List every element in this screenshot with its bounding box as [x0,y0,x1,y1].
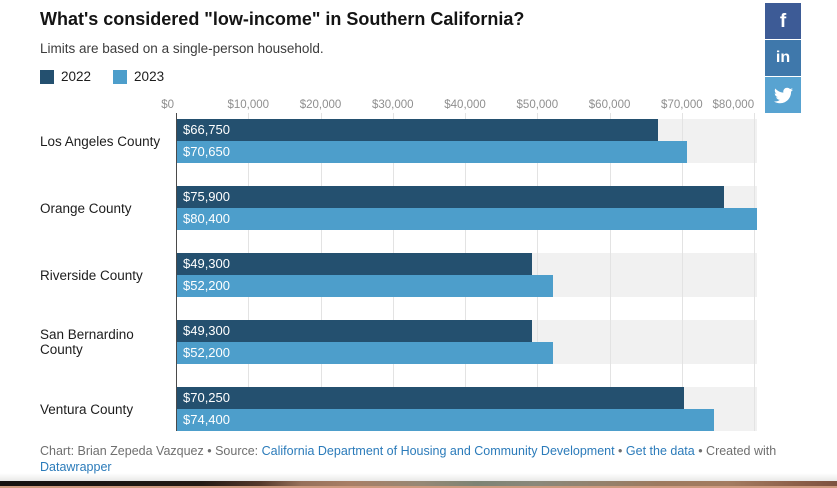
bar-2023: $80,400 [176,208,757,230]
linkedin-share-button[interactable]: in [765,40,801,76]
footer-link[interactable]: California Department of Housing and Com… [261,444,615,458]
twitter-icon [773,86,793,105]
chart-row: Orange County $75,900 $80,400 [40,186,757,230]
axis-tick-label: $10,000 [227,99,270,111]
axis-tick-label: $20,000 [299,99,342,111]
chart-rows: Los Angeles County $66,750 $70,650 Orange C… [40,119,757,431]
legend: 2022 2023 [40,69,797,84]
bar-2023: $52,200 [176,342,554,364]
chart-title: What's considered "low-income" in Southe… [40,9,525,29]
axis-tick-label: $80,000 [712,99,755,111]
footer-link[interactable]: Get the data [625,444,695,458]
chart-container: What's considered "low-income" in Southe… [40,9,797,475]
chart-subtitle: Limits are based on a single-person hous… [40,41,324,56]
row-band: $70,250 $74,400 [176,387,757,431]
bar-value-label: $52,200 [183,278,230,293]
axis-tick-label: $50,000 [516,99,559,111]
gridline [537,113,539,431]
footer-link[interactable]: Datawrapper [40,459,112,474]
bar-value-label: $70,650 [183,144,230,159]
footer-attribution: Chart: Brian Zepeda Vazquez • Source: Ca… [40,444,785,475]
row-band: $49,300 $52,200 [176,253,757,297]
x-axis-zero-line [176,113,177,431]
gridline [681,113,683,431]
bar-value-label: $66,750 [183,122,230,137]
bar-value-label: $49,300 [183,323,230,338]
axis-tick-label: $70,000 [661,99,703,111]
county-label: Ventura County [40,401,134,417]
legend-label-2022: 2022 [61,69,92,84]
chart-row: San Bernardino County $49,300 $52,200 [40,320,757,364]
facebook-share-button[interactable]: f [765,3,801,39]
page-below-content-strip [0,481,837,488]
bar-2022: $49,300 [176,253,533,275]
bar-2022: $75,900 [176,186,725,208]
chart-row: Riverside County $49,300 $52,200 [40,253,757,297]
axis-tick-label: $40,000 [444,99,486,111]
row-band: $66,750 $70,650 [176,119,757,163]
facebook-icon: f [779,10,787,32]
bar-value-label: $75,900 [183,189,230,204]
county-label: Orange County [40,200,132,216]
gridline [609,113,611,431]
x-axis: $0 $10,000 $20,000 $30,000 $40,000 $50,000 $60… [161,99,757,113]
linkedin-icon: in [775,49,791,66]
footer-text: Chart: Brian Zepeda Vazquez • Source: [40,444,262,458]
legend-swatch-2023 [113,69,128,84]
county-label: San Bernardino County [40,327,134,357]
bar-value-label: $74,400 [183,412,230,427]
bar-2022: $49,300 [176,320,533,342]
bar-value-label: $52,200 [183,345,230,360]
footer-text: • [614,444,626,458]
legend-label-2023: 2023 [134,69,165,84]
page-bottom-fade [0,473,837,481]
bar-2023: $52,200 [176,275,554,297]
legend-item-2022: 2022 [40,69,91,84]
twitter-share-button[interactable] [765,77,801,113]
legend-item-2023: 2023 [113,69,164,84]
bar-value-label: $80,400 [183,211,230,226]
plot-area: Los Angeles County $66,750 $70,650 Orange C… [40,113,757,431]
bar-value-label: $49,300 [183,256,230,271]
bar-2023: $70,650 [176,141,687,163]
gridline [754,113,756,431]
axis-tick-label: $30,000 [371,99,414,111]
axis-tick-label: $60,000 [588,99,631,111]
row-band: $75,900 $80,400 [176,186,757,230]
row-band: $49,300 $52,200 [176,320,757,364]
chart-row: Los Angeles County $66,750 $70,650 [40,119,757,163]
bar-value-label: $70,250 [183,390,230,405]
axis-tick-label: $0 [161,99,174,111]
footer-text: • Created with [694,444,777,458]
county-label: Riverside County [40,267,143,283]
county-label: Los Angeles County [40,133,161,149]
bar-2023: $74,400 [176,409,714,431]
chart-row: Ventura County $70,250 $74,400 [40,387,757,431]
bar-2022: $66,750 [176,119,659,141]
legend-swatch-2022 [40,69,54,84]
share-buttons: f in [765,3,801,113]
bar-2022: $70,250 [176,387,684,409]
